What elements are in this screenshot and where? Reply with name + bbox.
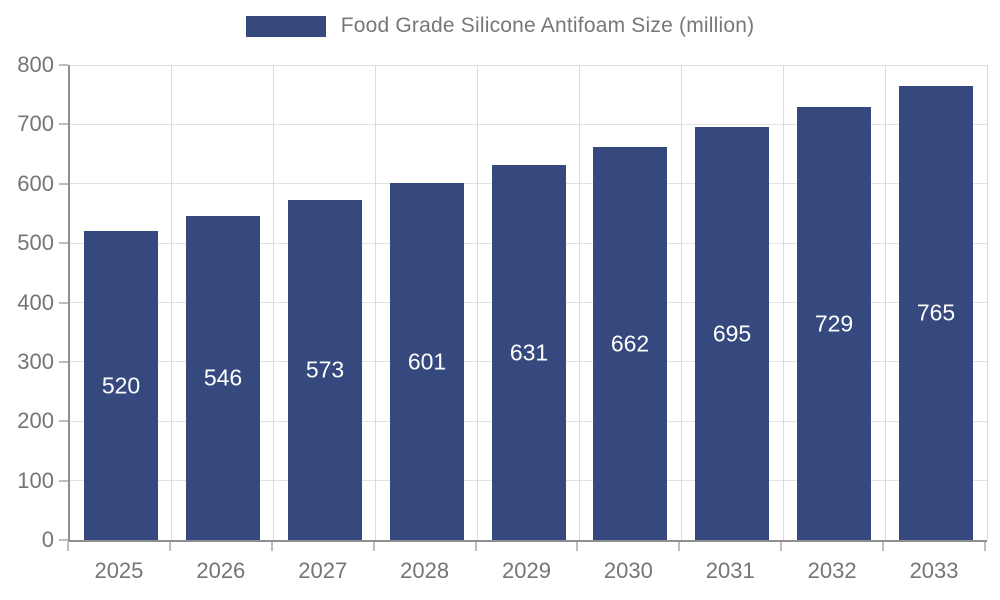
bar-2025: 520 <box>84 231 158 540</box>
y-tick-label: 800 <box>17 52 54 77</box>
x-tick-label: 2032 <box>807 558 857 583</box>
y-axis-ticks <box>59 64 68 541</box>
x-tick-mark <box>882 542 885 551</box>
gridline-vertical <box>986 65 988 540</box>
bar-value-label: 601 <box>407 348 447 374</box>
legend: Food Grade Silicone Antifoam Size (milli… <box>0 14 1000 38</box>
x-tick-mark <box>780 542 783 551</box>
gridline-vertical <box>884 65 886 540</box>
y-tick-label: 400 <box>17 289 54 315</box>
gridline-vertical <box>375 65 377 540</box>
y-tick-mark <box>59 64 68 66</box>
x-tick-mark <box>67 542 69 551</box>
y-tick-mark <box>59 301 68 304</box>
y-tick-label: 200 <box>17 408 54 434</box>
bar-value-label: 573 <box>305 356 345 383</box>
x-tick-mark <box>576 542 579 551</box>
y-axis-labels: 0 100 200 300 400 500 600 700 800 <box>0 54 54 551</box>
x-tick-label: 2030 <box>603 558 653 583</box>
gridline-vertical <box>680 65 682 540</box>
bar-value-label: 662 <box>610 330 650 356</box>
bar-value-label: 729 <box>814 310 854 336</box>
x-tick-label: 2027 <box>298 558 348 583</box>
gridline-horizontal <box>70 64 987 66</box>
x-tick-label: 2033 <box>909 558 959 583</box>
bar-value-label: 520 <box>101 372 141 398</box>
y-tick-label: 500 <box>17 230 54 256</box>
y-tick-mark <box>59 242 68 245</box>
x-tick-mark <box>678 542 681 551</box>
bar-2026: 546 <box>186 216 260 540</box>
gridline-vertical <box>578 65 580 540</box>
x-axis-ticks <box>67 542 986 551</box>
x-tick-label: 2029 <box>502 558 551 583</box>
gridline-vertical <box>171 65 173 540</box>
x-tick-mark <box>168 542 171 551</box>
legend-swatch <box>245 15 326 37</box>
bar-2031: 695 <box>695 127 769 540</box>
y-tick-mark <box>59 539 68 541</box>
bar-2030: 662 <box>593 147 667 540</box>
y-tick-label: 600 <box>17 170 54 196</box>
bar-2032: 729 <box>797 107 871 540</box>
bar-2027: 573 <box>288 200 362 540</box>
y-tick-label: 700 <box>17 111 54 137</box>
bar-value-label: 695 <box>712 320 752 346</box>
y-tick-mark <box>59 479 68 482</box>
bar-value-label: 765 <box>916 299 956 326</box>
x-tick-label: 2028 <box>400 558 450 583</box>
x-tick-label: 2031 <box>705 558 755 583</box>
bar-value-label: 631 <box>509 339 549 365</box>
y-tick-label: 0 <box>41 527 54 552</box>
bar-2028: 601 <box>390 183 464 540</box>
gridline-vertical <box>782 65 784 540</box>
y-tick-mark <box>59 360 68 363</box>
bar-value-label: 546 <box>203 364 243 391</box>
gridline-horizontal <box>70 123 987 125</box>
x-tick-mark <box>984 542 986 551</box>
y-tick-label: 100 <box>17 467 54 493</box>
plot-area: 520 546 573 601 631 662 695 729 765 <box>68 64 988 542</box>
x-tick-mark <box>270 542 273 551</box>
x-tick-label: 2025 <box>94 558 144 583</box>
bar-2029: 631 <box>492 165 566 540</box>
legend-label: Food Grade Silicone Antifoam Size (milli… <box>340 14 755 37</box>
x-axis-labels: 2025 2026 2027 2028 2029 2030 2031 2032 2033 <box>68 558 985 586</box>
y-tick-mark <box>59 123 68 126</box>
gridline-vertical <box>273 65 275 540</box>
bar-2033: 765 <box>899 86 973 540</box>
x-tick-mark <box>474 542 477 551</box>
x-tick-label: 2026 <box>196 558 246 583</box>
y-tick-label: 300 <box>17 348 54 374</box>
gridline-vertical <box>477 65 479 540</box>
x-tick-mark <box>372 542 375 551</box>
y-tick-mark <box>59 420 68 423</box>
y-tick-mark <box>59 182 68 185</box>
